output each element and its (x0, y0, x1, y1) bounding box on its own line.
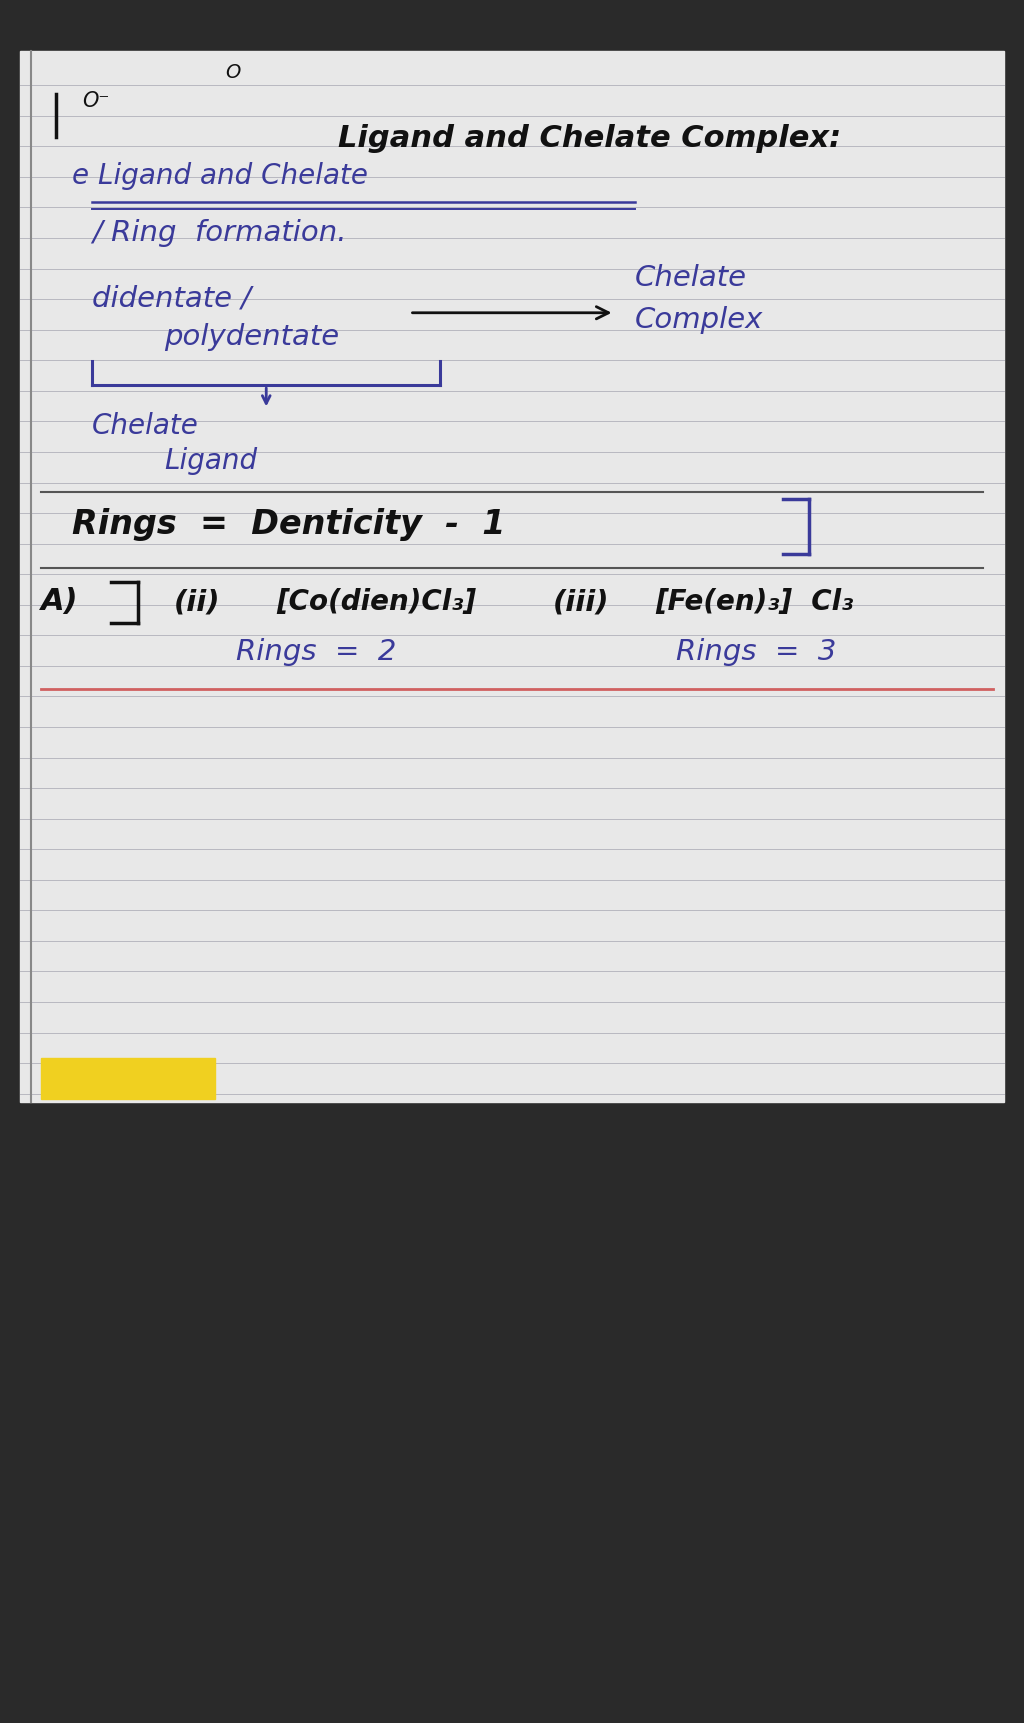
Text: [Fe(en)₃]  Cl₃: [Fe(en)₃] Cl₃ (655, 588, 854, 615)
Text: polydentate: polydentate (164, 322, 339, 350)
Bar (0, 1103, 1024, 1723)
Text: e Ligand and Chelate: e Ligand and Chelate (72, 162, 368, 190)
Text: A): A) (41, 588, 79, 615)
Text: Ligand: Ligand (164, 446, 257, 474)
Text: [Co(dien)Cl₃]: [Co(dien)Cl₃] (276, 588, 476, 615)
Text: O⁻: O⁻ (82, 91, 110, 110)
Text: Complex: Complex (635, 305, 763, 333)
Text: didentate /: didentate / (92, 284, 251, 312)
Text: Rings  =  2: Rings = 2 (236, 638, 396, 665)
Text: Rings  =  3: Rings = 3 (676, 638, 837, 665)
Bar (20, 52, 1004, 1103)
Text: / Ring  formation.: / Ring formation. (92, 219, 347, 246)
Text: Rings  =  Denticity  -  1: Rings = Denticity - 1 (72, 508, 505, 541)
Text: Chelate: Chelate (635, 264, 746, 291)
Bar (41, 1058, 215, 1099)
Text: (ii): (ii) (174, 588, 220, 615)
Text: O: O (225, 62, 241, 81)
Text: (iii): (iii) (553, 588, 609, 615)
Text: Chelate: Chelate (92, 412, 199, 439)
Text: Ligand and Chelate Complex:: Ligand and Chelate Complex: (338, 124, 841, 152)
